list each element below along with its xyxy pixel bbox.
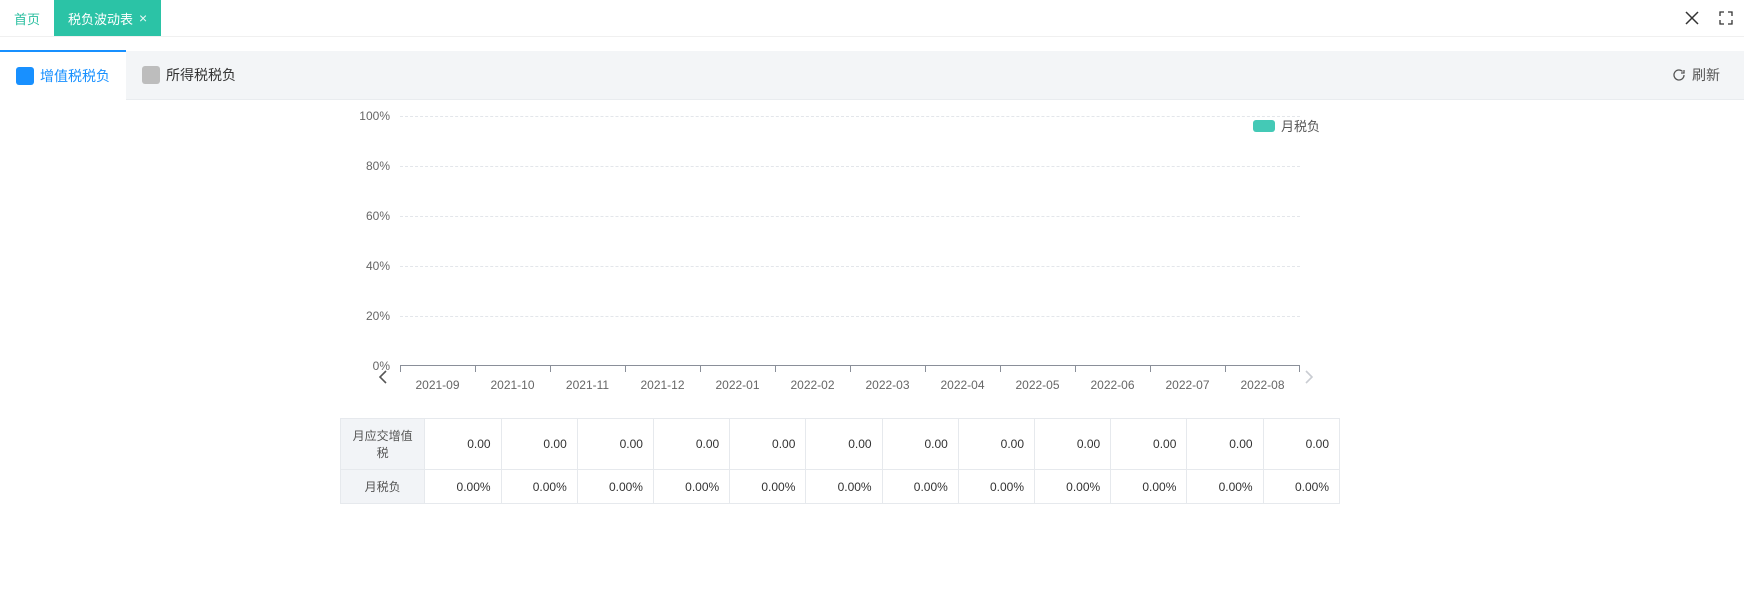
table-cell: 0.00 bbox=[1187, 419, 1263, 470]
income-tax-icon bbox=[142, 66, 160, 84]
chart-prev-button[interactable] bbox=[374, 368, 392, 386]
table-cell: 0.00% bbox=[1187, 470, 1263, 504]
gridline bbox=[400, 316, 1300, 317]
table-cell: 0.00% bbox=[958, 470, 1034, 504]
y-tick-label: 60% bbox=[340, 209, 390, 223]
gridline bbox=[400, 216, 1300, 217]
sub-tabs: 增值税税负 所得税税负 刷新 bbox=[0, 51, 1744, 100]
y-tick-label: 80% bbox=[340, 159, 390, 173]
table-cell: 0.00% bbox=[1263, 470, 1339, 504]
table-row: 月应交增值税0.000.000.000.000.000.000.000.000.… bbox=[341, 419, 1340, 470]
table-cell: 0.00% bbox=[806, 470, 882, 504]
table-row: 月税负0.00%0.00%0.00%0.00%0.00%0.00%0.00%0.… bbox=[341, 470, 1340, 504]
table-cell: 0.00% bbox=[1035, 470, 1111, 504]
x-tick-label: 2022-03 bbox=[850, 366, 925, 396]
table-cell: 0.00 bbox=[653, 419, 729, 470]
x-tick-label: 2022-01 bbox=[700, 366, 775, 396]
tab-tax-fluctuation[interactable]: 税负波动表 × bbox=[54, 0, 161, 36]
close-all-button[interactable] bbox=[1680, 6, 1704, 30]
x-tick-label: 2022-02 bbox=[775, 366, 850, 396]
refresh-label: 刷新 bbox=[1692, 65, 1720, 85]
x-axis-ticks: 2021-092021-102021-112021-122022-012022-… bbox=[400, 366, 1300, 396]
x-tick-label: 2021-10 bbox=[475, 366, 550, 396]
tab-vat-label: 增值税税负 bbox=[40, 66, 110, 86]
tab-income-tax-burden[interactable]: 所得税税负 bbox=[126, 51, 252, 99]
tab-vat-burden[interactable]: 增值税税负 bbox=[0, 50, 126, 100]
table-cell: 0.00 bbox=[1111, 419, 1187, 470]
table-cell: 0.00% bbox=[577, 470, 653, 504]
top-right-controls bbox=[1680, 6, 1744, 30]
table-cell: 0.00 bbox=[958, 419, 1034, 470]
tab-home[interactable]: 首页 bbox=[0, 0, 54, 36]
x-tick-label: 2021-11 bbox=[550, 366, 625, 396]
refresh-button[interactable]: 刷新 bbox=[1672, 65, 1744, 85]
gridline bbox=[400, 166, 1300, 167]
x-tick-label: 2022-06 bbox=[1075, 366, 1150, 396]
row-header: 月应交增值税 bbox=[341, 419, 425, 470]
page-tabs: 首页 税负波动表 × bbox=[0, 0, 1744, 37]
x-tick-label: 2022-07 bbox=[1150, 366, 1225, 396]
x-tick-label: 2021-09 bbox=[400, 366, 475, 396]
table-cell: 0.00% bbox=[653, 470, 729, 504]
chart-next-button[interactable] bbox=[1300, 368, 1318, 386]
y-tick-label: 40% bbox=[340, 259, 390, 273]
x-tick-label: 2022-05 bbox=[1000, 366, 1075, 396]
table-cell: 0.00 bbox=[577, 419, 653, 470]
gridline bbox=[400, 266, 1300, 267]
vat-icon bbox=[16, 67, 34, 85]
fullscreen-icon[interactable] bbox=[1714, 6, 1738, 30]
table-cell: 0.00% bbox=[425, 470, 501, 504]
x-tick-label: 2022-08 bbox=[1225, 366, 1300, 396]
table-cell: 0.00 bbox=[1263, 419, 1339, 470]
table-cell: 0.00 bbox=[425, 419, 501, 470]
refresh-icon bbox=[1672, 68, 1686, 82]
table-cell: 0.00% bbox=[730, 470, 806, 504]
y-tick-label: 100% bbox=[340, 109, 390, 123]
table-cell: 0.00 bbox=[501, 419, 577, 470]
table-cell: 0.00% bbox=[501, 470, 577, 504]
table-cell: 0.00 bbox=[1035, 419, 1111, 470]
tab-income-tax-label: 所得税税负 bbox=[166, 65, 236, 85]
tab-home-label: 首页 bbox=[14, 9, 40, 28]
row-header: 月税负 bbox=[341, 470, 425, 504]
x-tick-label: 2022-04 bbox=[925, 366, 1000, 396]
table-cell: 0.00 bbox=[882, 419, 958, 470]
gridline bbox=[400, 116, 1300, 117]
table-cell: 0.00 bbox=[806, 419, 882, 470]
y-tick-label: 20% bbox=[340, 309, 390, 323]
chart-plot: 100%80%60%40%20%0% bbox=[340, 116, 1300, 366]
tax-chart: 月税负 100%80%60%40%20%0% 2021-092021-10202… bbox=[340, 116, 1300, 396]
data-table: 月应交增值税0.000.000.000.000.000.000.000.000.… bbox=[340, 418, 1340, 504]
table-cell: 0.00% bbox=[1111, 470, 1187, 504]
x-tick-label: 2021-12 bbox=[625, 366, 700, 396]
tab-tax-fluctuation-label: 税负波动表 bbox=[68, 9, 133, 28]
table-cell: 0.00 bbox=[730, 419, 806, 470]
close-icon[interactable]: × bbox=[139, 10, 147, 26]
table-cell: 0.00% bbox=[882, 470, 958, 504]
